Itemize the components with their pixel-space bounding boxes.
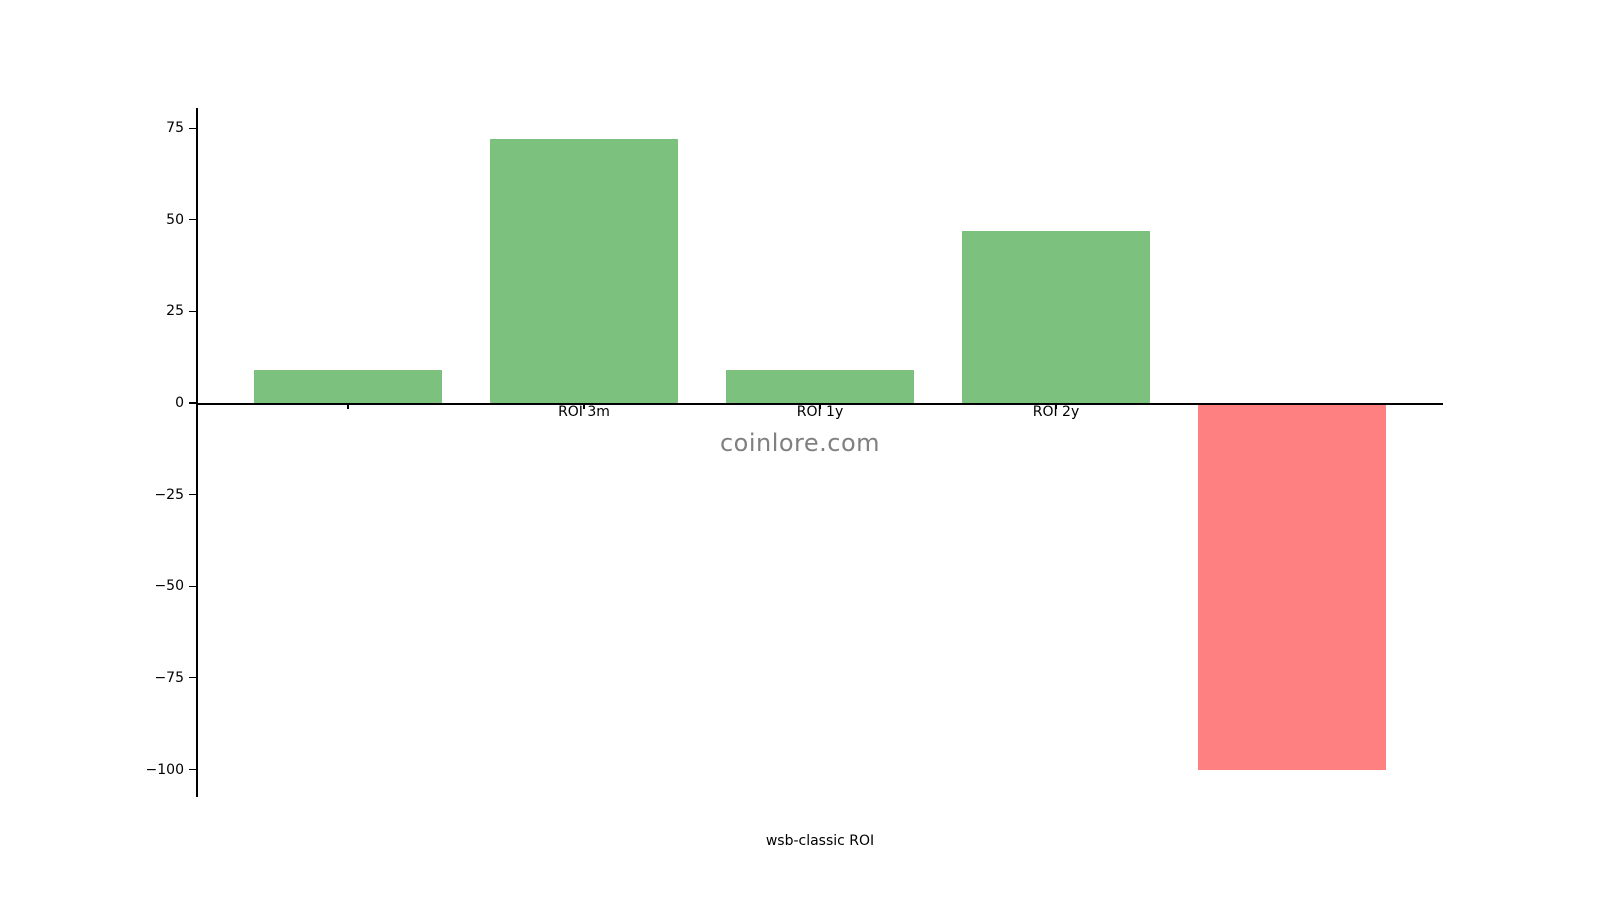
y-tick-label: 0: [175, 395, 184, 412]
x-tick: [347, 403, 349, 410]
y-tick-label: −25: [154, 486, 184, 503]
x-tick-label: ROI 1y: [796, 404, 844, 421]
x-tick: [819, 403, 821, 410]
y-tick-label: −50: [154, 578, 184, 595]
plot-area: 75 50 25 0 −25 −50 −75 −100 ROI 3m ROI 1y ROI 2y: [146, 108, 1443, 797]
bar-roi-1y: [725, 370, 915, 403]
bar-roi-2y: [961, 230, 1151, 404]
x-tick: [583, 403, 585, 410]
y-tick: [189, 127, 196, 129]
y-tick-label: −100: [145, 761, 184, 778]
y-tick-label: −75: [154, 669, 184, 686]
y-tick-label: 25: [166, 303, 184, 320]
y-tick: [189, 402, 196, 404]
y-tick: [189, 310, 196, 312]
y-tick-label: 50: [166, 211, 184, 228]
x-tick-label: ROI 3m: [558, 404, 610, 421]
x-tick: [1055, 403, 1057, 410]
y-tick: [189, 585, 196, 587]
y-tick: [189, 494, 196, 496]
watermark-text: coinlore.com: [719, 429, 881, 457]
y-axis-spine: [196, 108, 198, 797]
bar-series-0: [253, 370, 443, 403]
x-axis-title: wsb-classic ROI: [765, 833, 875, 849]
y-tick-label: 75: [166, 120, 184, 137]
y-tick: [189, 677, 196, 679]
bar-series-4: [1197, 403, 1387, 770]
y-tick: [189, 768, 196, 771]
bar-roi-3m: [489, 139, 679, 403]
y-tick: [189, 219, 196, 221]
x-tick-label: ROI 2y: [1032, 404, 1080, 421]
